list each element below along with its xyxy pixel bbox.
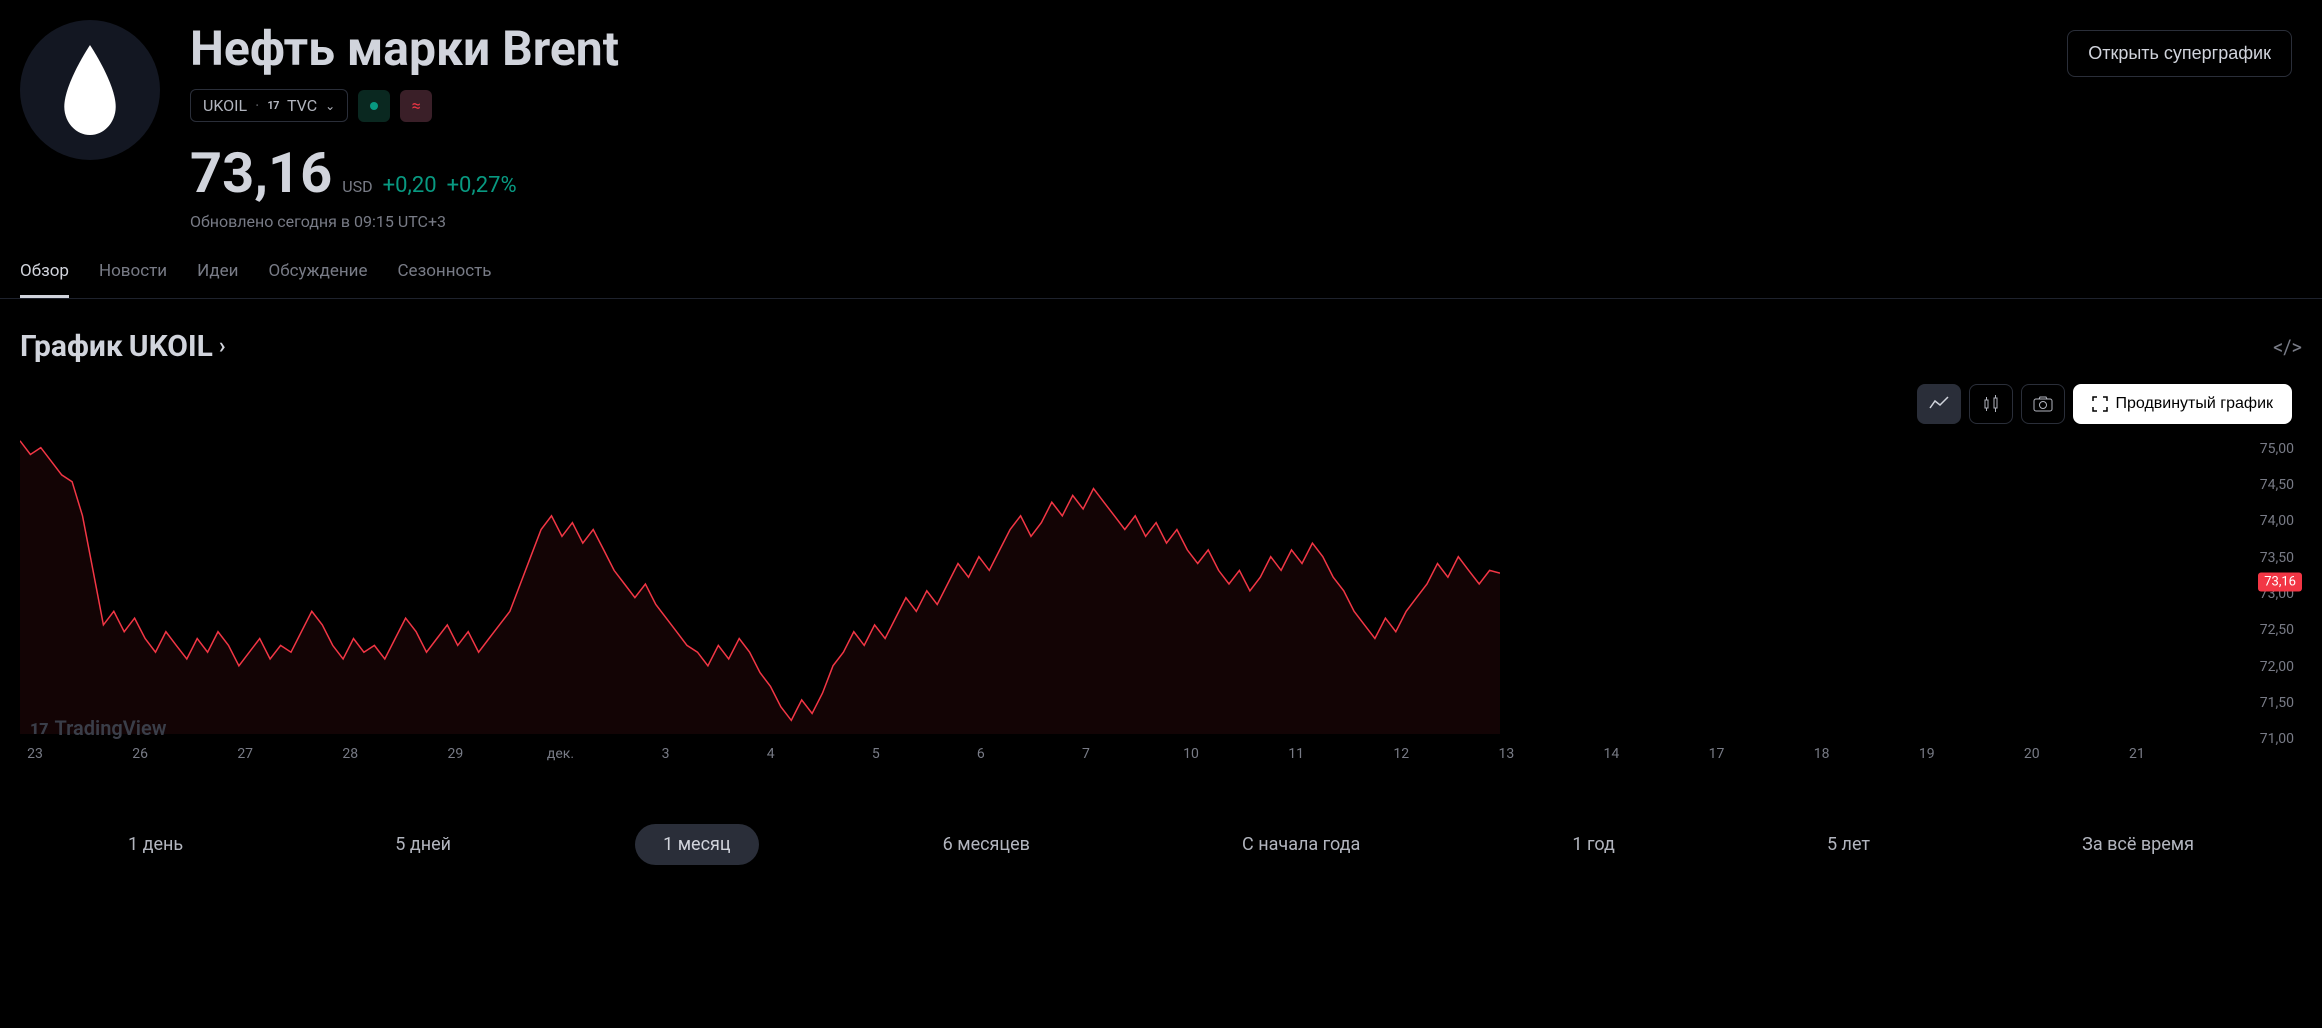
chart-title[interactable]: График UKOIL › xyxy=(20,329,226,364)
last-updated: Обновлено сегодня в 09:15 UTC+3 xyxy=(190,212,2292,231)
range-option[interactable]: 1 год xyxy=(1544,824,1642,865)
nav-tabs: Обзор Новости Идеи Обсуждение Сезонность xyxy=(0,231,2322,299)
fullscreen-icon xyxy=(2092,396,2108,412)
exchange-code: TVC xyxy=(287,96,317,115)
tradingview-watermark: 17TradingView xyxy=(30,716,166,740)
embed-icon[interactable]: </> xyxy=(2273,335,2302,359)
volatility-badge[interactable]: ≈ xyxy=(400,90,432,122)
tab-сезонность[interactable]: Сезонность xyxy=(397,261,491,298)
snapshot-button[interactable] xyxy=(2021,384,2065,424)
price-change-abs: +0,20 xyxy=(383,173,437,198)
range-option[interactable]: 1 день xyxy=(100,824,211,865)
current-price-tag: 73,16 xyxy=(2258,573,2302,592)
tab-обсуждение[interactable]: Обсуждение xyxy=(269,261,368,298)
chart-type-area-button[interactable] xyxy=(1917,384,1961,424)
market-status-badge[interactable] xyxy=(358,90,390,122)
chevron-right-icon: › xyxy=(219,334,226,359)
currency-label: USD xyxy=(342,177,372,196)
advanced-chart-button[interactable]: Продвинутый график xyxy=(2073,384,2293,424)
range-option[interactable]: 5 лет xyxy=(1799,824,1898,865)
current-price: 73,16 xyxy=(190,140,332,206)
tab-обзор[interactable]: Обзор xyxy=(20,261,69,298)
ticker-selector[interactable]: UKOIL · 17 TVC ⌄ xyxy=(190,89,348,122)
tab-идеи[interactable]: Идеи xyxy=(197,261,238,298)
chart-type-candles-button[interactable] xyxy=(1969,384,2013,424)
x-axis: 2326272829дек.3456710111213141718192021 xyxy=(20,746,2242,766)
price-chart[interactable] xyxy=(20,434,1500,734)
tv-logo-mini: 17 xyxy=(267,99,279,112)
range-option[interactable]: С начала года xyxy=(1214,824,1388,865)
range-option[interactable]: 5 дней xyxy=(367,824,479,865)
y-axis: 75,0074,5074,0073,5073,0072,5072,0071,50… xyxy=(2242,434,2302,754)
range-option[interactable]: За всё время xyxy=(2054,824,2222,865)
oil-drop-icon xyxy=(55,45,125,135)
price-change-pct: +0,27% xyxy=(447,173,517,198)
instrument-logo xyxy=(20,20,160,160)
range-option[interactable]: 1 месяц xyxy=(635,824,758,865)
range-option[interactable]: 6 месяцев xyxy=(915,824,1058,865)
ticker-symbol: UKOIL xyxy=(203,96,247,115)
tab-новости[interactable]: Новости xyxy=(99,261,167,298)
time-range-selector: 1 день 5 дней 1 месяц 6 месяцев С начала год… xyxy=(20,794,2302,895)
open-supergraph-button[interactable]: Открыть суперграфик xyxy=(2067,30,2292,77)
chevron-down-icon: ⌄ xyxy=(325,99,335,113)
instrument-title: Нефть марки Brent xyxy=(190,20,2292,77)
